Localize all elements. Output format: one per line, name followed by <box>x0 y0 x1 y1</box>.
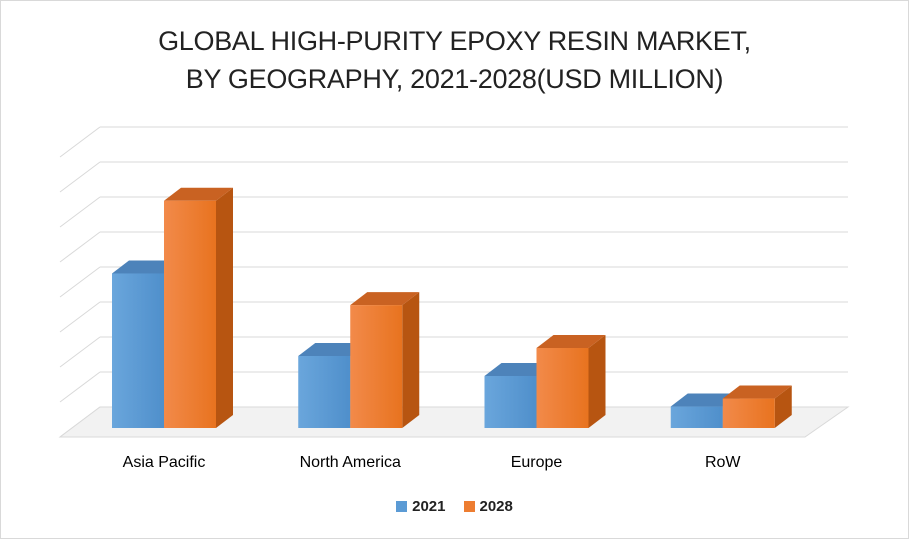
x-tick-label: North America <box>300 454 401 471</box>
bar-side-face <box>774 385 792 428</box>
bar-top-face <box>112 260 181 274</box>
gridline-depth <box>59 161 101 193</box>
legend-item-2028: 2028 <box>463 498 513 515</box>
chart-title-line-2: BY GEOGRAPHY, 2021-2028(USD MILLION) <box>185 64 724 94</box>
bar-europe-2028 <box>536 335 606 428</box>
bar-front-face <box>670 406 723 428</box>
chart-floor <box>58 406 850 438</box>
chart-title: GLOBAL HIGH-PURITY EPOXY RESIN MARKET, B… <box>0 22 909 98</box>
bar-top-face <box>164 187 233 201</box>
x-tick-label: Europe <box>511 454 563 471</box>
bar-row-2028 <box>722 385 792 428</box>
gridline-depth <box>59 196 101 228</box>
gridline-depth <box>59 126 101 158</box>
bar-top-face <box>350 292 420 306</box>
x-tick-label: RoW <box>705 454 741 471</box>
gridline-depth <box>59 371 101 403</box>
legend-label-2028: 2028 <box>479 498 513 515</box>
bar-front-face <box>536 348 589 428</box>
bar-top-face <box>722 385 792 399</box>
bar-top-face <box>484 363 554 376</box>
bar-top-face <box>536 335 606 348</box>
legend: 2021 2028 <box>0 498 909 515</box>
bar-front-face <box>298 356 351 428</box>
bar-side-face <box>216 187 233 428</box>
gridline-depth <box>59 231 101 263</box>
bar-side-face <box>588 335 606 428</box>
legend-label-2021: 2021 <box>412 498 446 515</box>
bar-top-face <box>298 343 368 356</box>
gridline-depth <box>59 266 101 298</box>
bar-side-face <box>402 292 420 428</box>
bar-top-face <box>670 393 740 407</box>
legend-swatch-2028 <box>463 501 475 512</box>
gridline-depth <box>59 301 101 333</box>
chart-title-line-1: GLOBAL HIGH-PURITY EPOXY RESIN MARKET, <box>158 26 751 56</box>
bar-front-face <box>722 398 775 428</box>
x-tick-label: Asia Pacific <box>123 454 206 471</box>
gridline-depth <box>59 336 101 368</box>
legend-swatch-2021 <box>396 501 408 512</box>
legend-item-2021: 2021 <box>396 498 446 515</box>
bar-north-america-2028 <box>350 292 420 428</box>
bar-front-face <box>164 200 216 428</box>
bar-front-face <box>350 305 403 428</box>
bar-front-face <box>112 273 164 428</box>
bar-front-face <box>484 376 537 428</box>
bar-asia-pacific-2028 <box>164 187 233 428</box>
